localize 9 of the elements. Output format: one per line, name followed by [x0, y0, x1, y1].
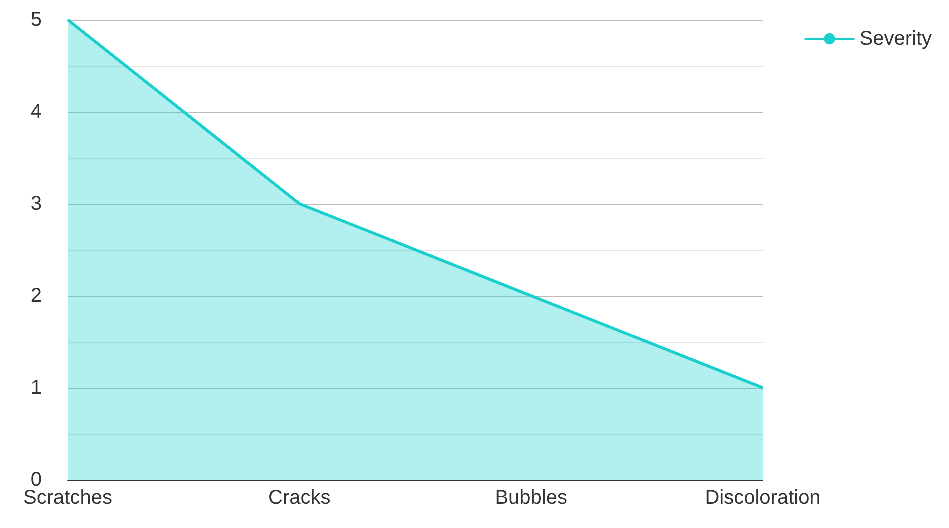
y-tick-label: 4 [30, 101, 42, 123]
y-tick-label: 1 [30, 377, 42, 399]
x-tick-label: Cracks [268, 487, 331, 509]
legend-label: Severity [860, 28, 932, 50]
y-tick-label: 2 [30, 285, 42, 307]
y-tick-label: 5 [30, 9, 42, 31]
x-tick-label: Bubbles [495, 487, 568, 509]
x-tick-label: Discoloration [705, 487, 821, 509]
y-tick-label: 3 [30, 193, 42, 215]
